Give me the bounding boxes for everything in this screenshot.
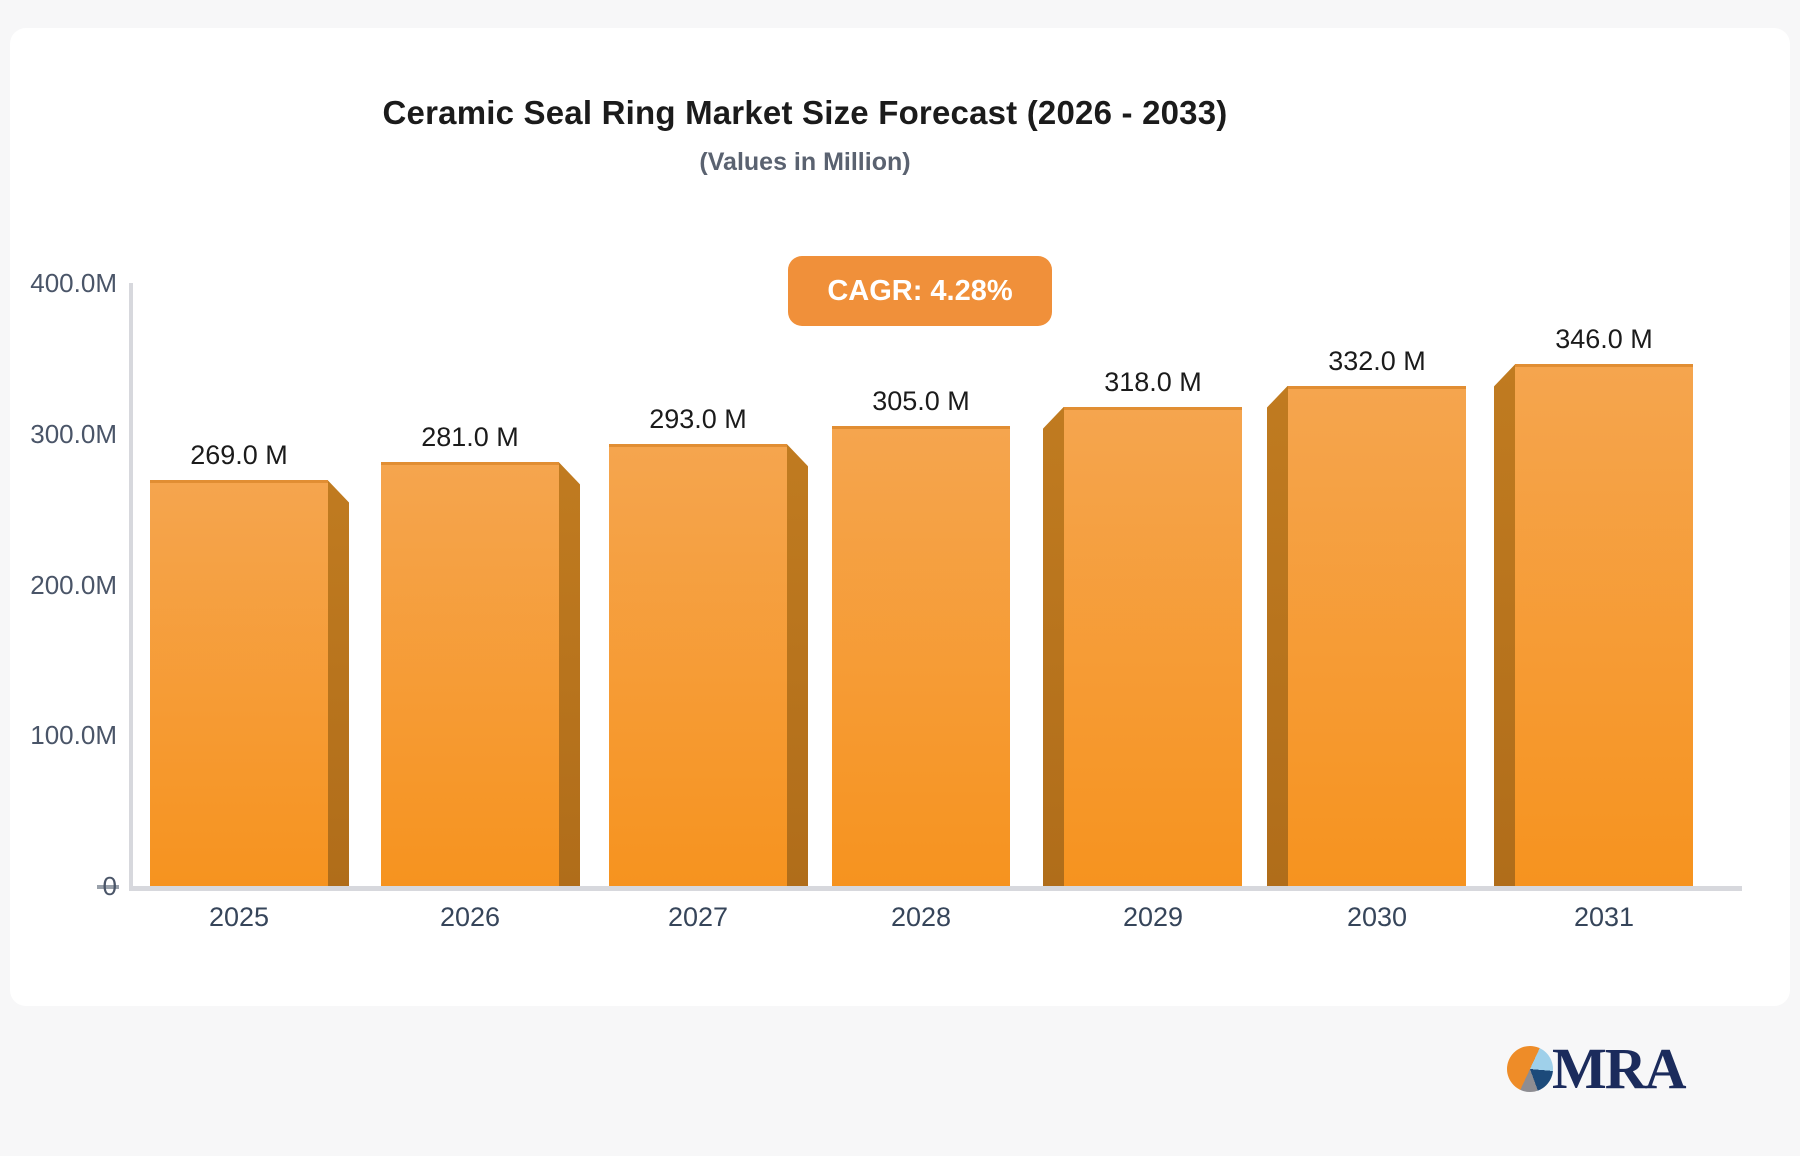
bar-2030[interactable] <box>1288 385 1466 886</box>
bar-2029[interactable] <box>1064 406 1242 886</box>
x-axis-line <box>129 886 1742 891</box>
y-axis-tick-label: 300.0M <box>30 418 117 449</box>
bar-2031-side-face <box>1494 364 1515 886</box>
x-axis-label-2025: 2025 <box>208 902 270 932</box>
chart-title: Ceramic Seal Ring Market Size Forecast (… <box>382 94 1228 131</box>
pie-chart-logo-icon <box>1507 1046 1553 1092</box>
bar-2025-side-face <box>328 480 349 886</box>
cagr-badge: CAGR: 4.28% <box>788 256 1052 326</box>
bar-value-label: 269.0 M <box>190 440 288 471</box>
logo-text: MRA <box>1552 1036 1687 1101</box>
bar-2031[interactable] <box>1515 364 1693 886</box>
y-axis-tick-label: 400.0M <box>30 268 117 298</box>
x-axis-label-2027: 2027 <box>667 902 729 932</box>
y-axis-tick-label: 200.0M <box>30 569 117 600</box>
bar-value-label: 332.0 M <box>1328 345 1426 376</box>
zero-tick-mark <box>97 885 119 889</box>
bar-2029-side-face <box>1043 406 1064 886</box>
bar-value-label: 293.0 M <box>649 404 747 435</box>
bar-value-label: 281.0 M <box>421 422 519 453</box>
x-axis-label-2028: 2028 <box>890 902 952 932</box>
x-axis-label-2030: 2030 <box>1346 902 1408 932</box>
bar-2027-side-face <box>787 444 808 886</box>
bar-value-label: 346.0 M <box>1555 324 1653 355</box>
chart-subtitle: (Values in Million) <box>699 148 911 176</box>
bar-value-label: 318.0 M <box>1104 366 1202 397</box>
x-axis-label-2026: 2026 <box>439 902 501 932</box>
bar-2026-side-face <box>559 462 580 886</box>
bar-2026[interactable] <box>381 462 559 886</box>
mra-logo: MRA <box>1505 1036 1755 1106</box>
bar-2025[interactable] <box>150 480 328 886</box>
bar-value-label: 305.0 M <box>872 386 970 417</box>
x-axis-label-2031: 2031 <box>1573 902 1635 932</box>
y-axis-line <box>129 283 133 888</box>
bar-2030-side-face <box>1267 385 1288 886</box>
y-axis-tick-label: 100.0M <box>30 720 117 751</box>
bar-2027[interactable] <box>609 444 787 886</box>
x-axis-label-2029: 2029 <box>1122 902 1184 932</box>
y-axis-tick-label: 0 <box>102 871 117 901</box>
bar-2028[interactable] <box>832 426 1010 886</box>
